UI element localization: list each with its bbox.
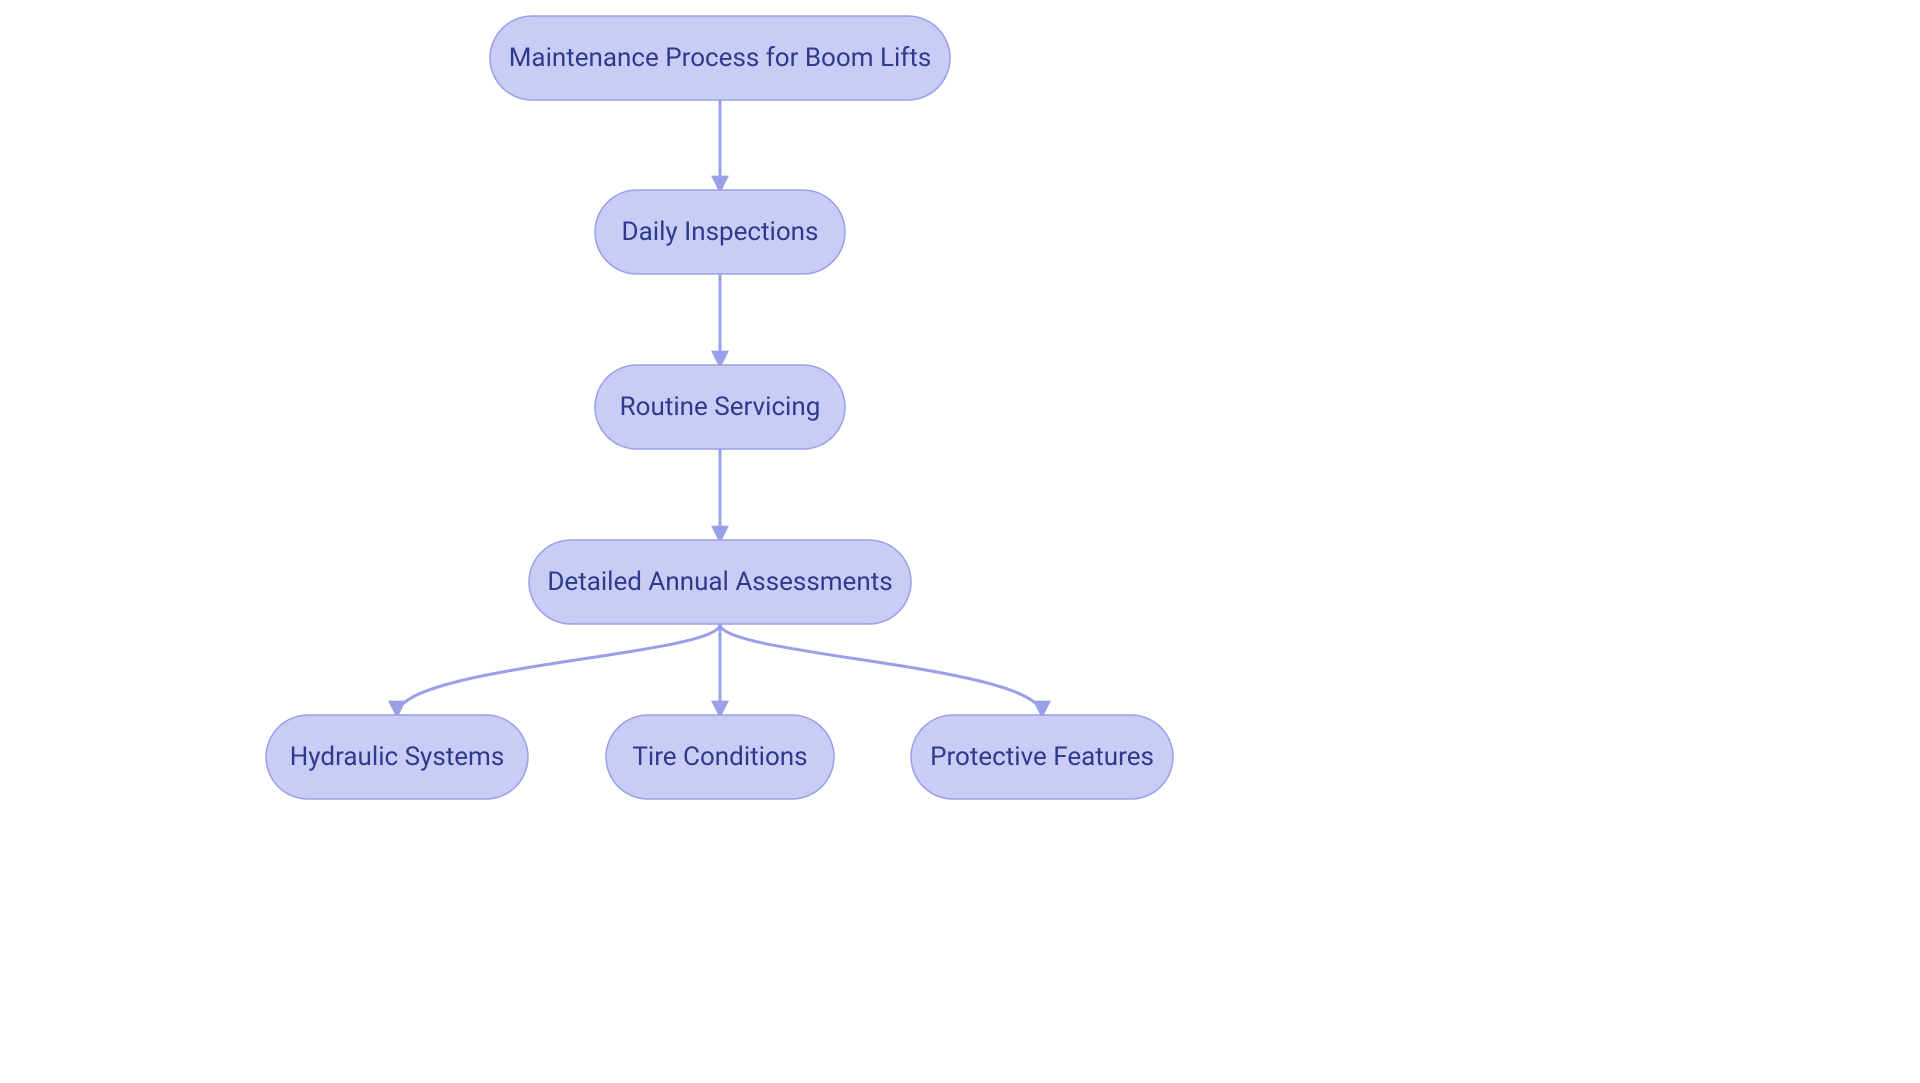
node-label-routine: Routine Servicing (620, 392, 821, 422)
node-hyd: Hydraulic Systems (266, 715, 528, 799)
flowchart-canvas: Maintenance Process for Boom Lifts Daily … (0, 0, 1920, 1083)
node-routine: Routine Servicing (595, 365, 845, 449)
node-daily: Daily Inspections (595, 190, 845, 274)
node-label-prot: Protective Features (930, 742, 1154, 772)
node-prot: Protective Features (911, 715, 1173, 799)
node-label-daily: Daily Inspections (622, 217, 819, 247)
node-annual: Detailed Annual Assessments (529, 540, 911, 624)
node-label-tire: Tire Conditions (632, 742, 807, 772)
node-root: Maintenance Process for Boom Lifts (490, 16, 950, 100)
node-label-annual: Detailed Annual Assessments (547, 567, 892, 597)
edge-annual-to-hyd (397, 624, 720, 715)
node-tire: Tire Conditions (606, 715, 834, 799)
node-label-root: Maintenance Process for Boom Lifts (509, 43, 932, 73)
edge-annual-to-prot (720, 624, 1042, 715)
node-label-hyd: Hydraulic Systems (290, 742, 505, 772)
